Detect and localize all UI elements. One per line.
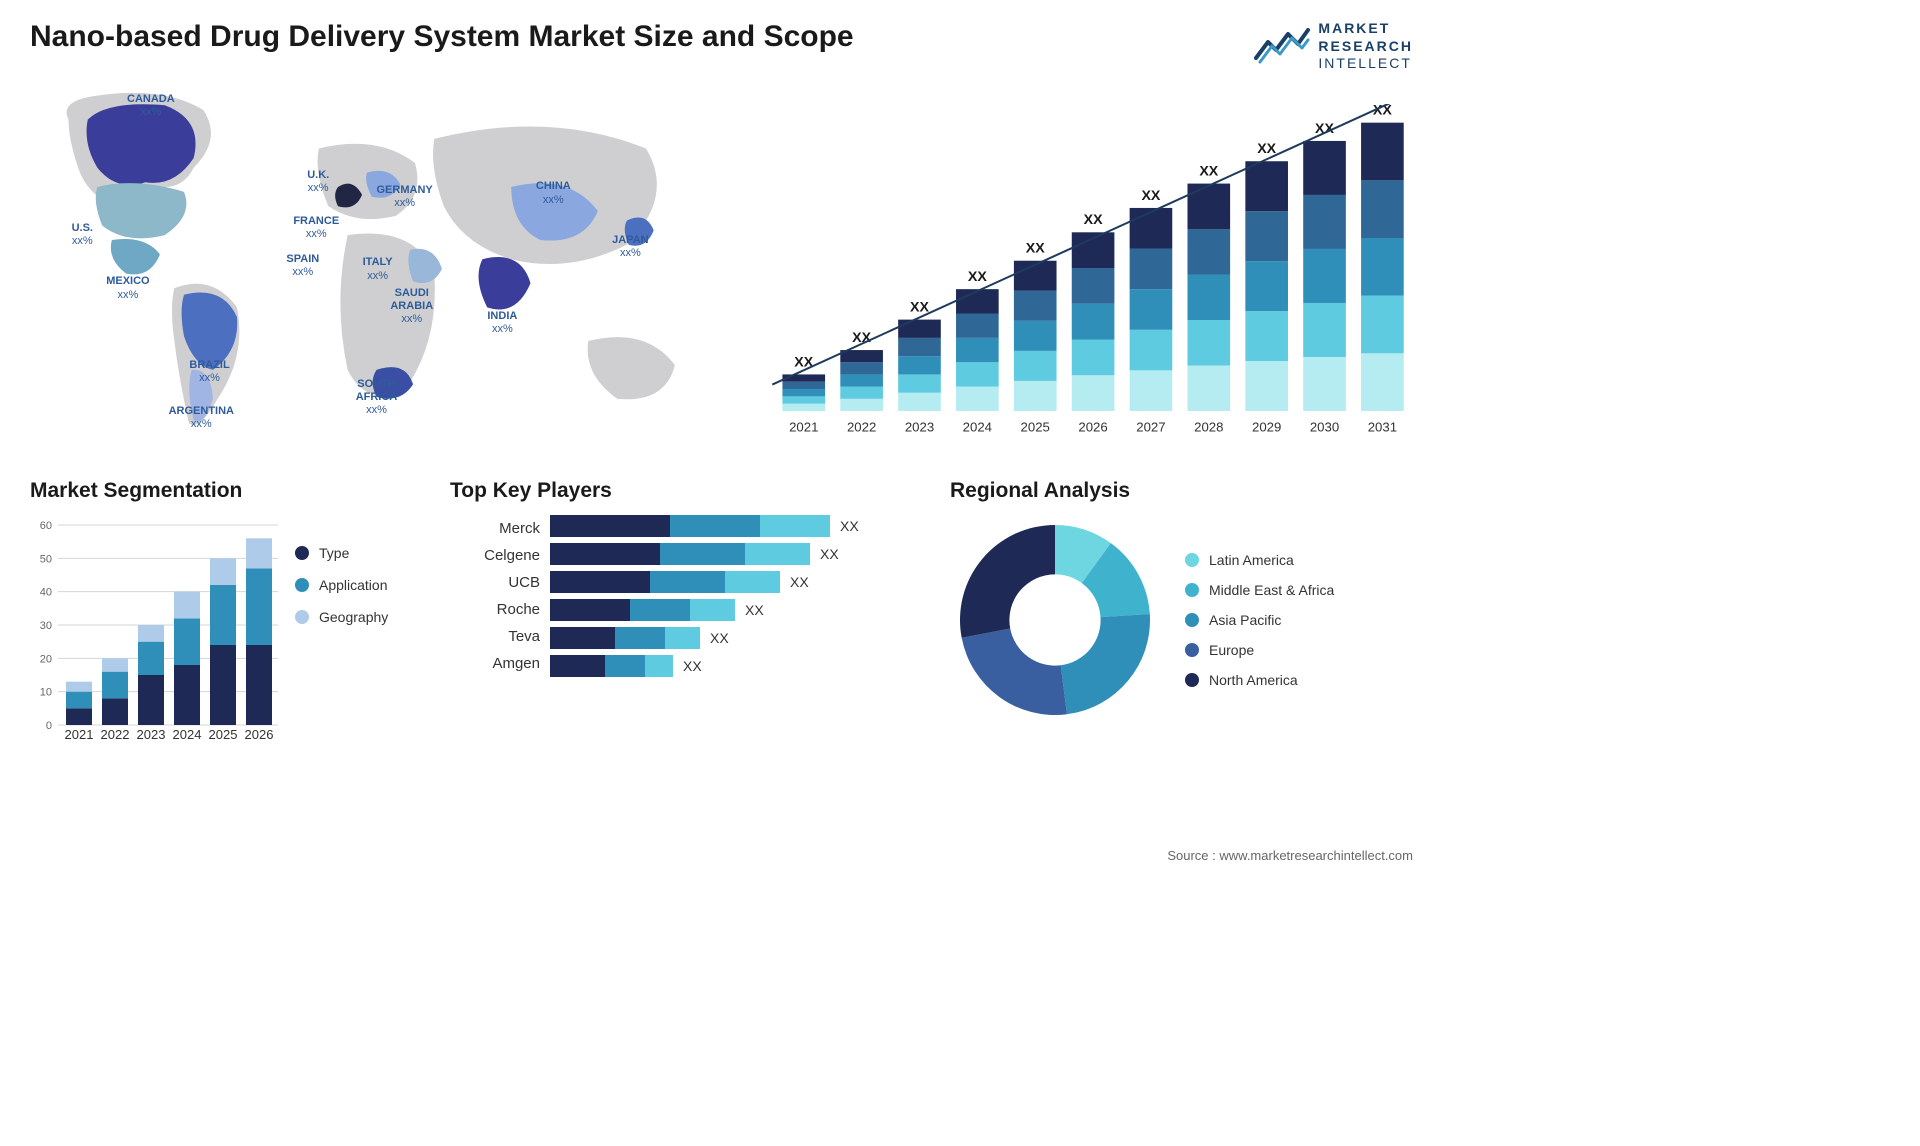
logo-line3: INTELLECT (1318, 55, 1413, 73)
svg-text:40: 40 (40, 587, 52, 599)
player-bar-row: XX (550, 627, 930, 649)
map-label: JAPANxx% (612, 234, 648, 260)
map-label: FRANCExx% (293, 215, 339, 241)
svg-text:XX: XX (1257, 141, 1276, 157)
player-label: UCB (450, 574, 540, 591)
player-label: Celgene (450, 547, 540, 564)
regional-title: Regional Analysis (950, 479, 1423, 503)
world-map: CANADAxx% U.S.xx% MEXICOxx% BRAZILxx% ARGENT… (30, 74, 723, 454)
legend-item: North America (1185, 672, 1334, 688)
players-panel: Top Key Players Merck Celgene UCB Roche Teva… (450, 479, 930, 779)
logo-icon (1254, 24, 1310, 69)
legend-item: Asia Pacific (1185, 612, 1334, 628)
svg-text:2025: 2025 (209, 727, 238, 742)
map-label: INDIAxx% (487, 310, 517, 336)
svg-text:2027: 2027 (1136, 419, 1165, 434)
map-label: ITALYxx% (363, 256, 393, 282)
forecast-chart: XX 2021 XX 2022 XX 2023 XX 2024 XX 2025 XX 2026 XX 20… (753, 74, 1423, 454)
svg-text:2023: 2023 (905, 419, 934, 434)
player-bar-row: XX (550, 571, 930, 593)
legend-item: Europe (1185, 642, 1334, 658)
player-bar-row: XX (550, 599, 930, 621)
map-label: SOUTHAFRICAxx% (356, 378, 398, 418)
svg-text:2021: 2021 (65, 727, 94, 742)
player-label: Amgen (450, 655, 540, 672)
svg-text:XX: XX (1199, 163, 1218, 179)
player-label: Roche (450, 601, 540, 618)
segmentation-panel: Market Segmentation 0 10 20 30 40 50 60 2021 202… (30, 479, 430, 779)
svg-text:XX: XX (1026, 241, 1045, 257)
map-label: U.K.xx% (307, 169, 329, 195)
map-label: U.S.xx% (72, 222, 93, 248)
map-label: GERMANYxx% (377, 184, 433, 210)
svg-text:50: 50 (40, 553, 52, 565)
map-label: MEXICOxx% (106, 275, 149, 301)
svg-text:XX: XX (910, 299, 929, 315)
player-label: Merck (450, 520, 540, 537)
svg-text:2026: 2026 (245, 727, 274, 742)
regional-panel: Regional Analysis Latin America Middle Ea… (950, 479, 1423, 779)
players-title: Top Key Players (450, 479, 930, 503)
svg-text:2022: 2022 (847, 419, 876, 434)
svg-text:2021: 2021 (789, 419, 818, 434)
svg-text:30: 30 (40, 620, 52, 632)
svg-text:2026: 2026 (1078, 419, 1107, 434)
svg-text:2029: 2029 (1252, 419, 1281, 434)
svg-text:20: 20 (40, 653, 52, 665)
map-label: ARGENTINAxx% (169, 405, 234, 431)
map-label: SPAINxx% (286, 253, 319, 279)
map-label: CHINAxx% (536, 180, 571, 206)
map-label: CANADAxx% (127, 93, 175, 119)
svg-text:2022: 2022 (101, 727, 130, 742)
player-label: Teva (450, 628, 540, 645)
svg-text:2031: 2031 (1368, 419, 1397, 434)
legend-item: Middle East & Africa (1185, 582, 1334, 598)
svg-text:2024: 2024 (963, 419, 992, 434)
segmentation-chart: 0 10 20 30 40 50 60 2021 2022 2023 2024 2025 2026 (30, 515, 280, 745)
donut-chart (950, 515, 1160, 725)
player-bar-row: XX (550, 655, 930, 677)
player-bar-row: XX (550, 543, 930, 565)
legend-item: Latin America (1185, 552, 1334, 568)
svg-text:2025: 2025 (1021, 419, 1050, 434)
regional-legend: Latin America Middle East & Africa Asia Pa… (1185, 552, 1334, 688)
svg-text:0: 0 (46, 720, 52, 732)
svg-text:XX: XX (1141, 188, 1160, 204)
player-bar-row: XX (550, 515, 930, 537)
segmentation-title: Market Segmentation (30, 479, 430, 503)
svg-text:XX: XX (1084, 212, 1103, 228)
logo-line2: RESEARCH (1318, 38, 1413, 56)
segmentation-legend: Type Application Geography (295, 515, 388, 745)
page-title: Nano-based Drug Delivery System Market S… (30, 20, 1423, 54)
legend-item: Geography (295, 609, 388, 625)
map-label: SAUDIARABIAxx% (390, 287, 433, 327)
brand-logo: MARKET RESEARCH INTELLECT (1254, 20, 1413, 73)
svg-text:2024: 2024 (173, 727, 202, 742)
map-label: BRAZILxx% (189, 359, 229, 385)
legend-item: Application (295, 577, 388, 593)
svg-text:2028: 2028 (1194, 419, 1223, 434)
legend-item: Type (295, 545, 388, 561)
svg-text:XX: XX (968, 269, 987, 285)
svg-text:10: 10 (40, 687, 52, 699)
svg-text:2023: 2023 (137, 727, 166, 742)
source-text: Source : www.marketresearchintellect.com (1167, 848, 1413, 863)
logo-line1: MARKET (1318, 20, 1413, 38)
svg-text:2030: 2030 (1310, 419, 1339, 434)
svg-text:60: 60 (40, 520, 52, 532)
